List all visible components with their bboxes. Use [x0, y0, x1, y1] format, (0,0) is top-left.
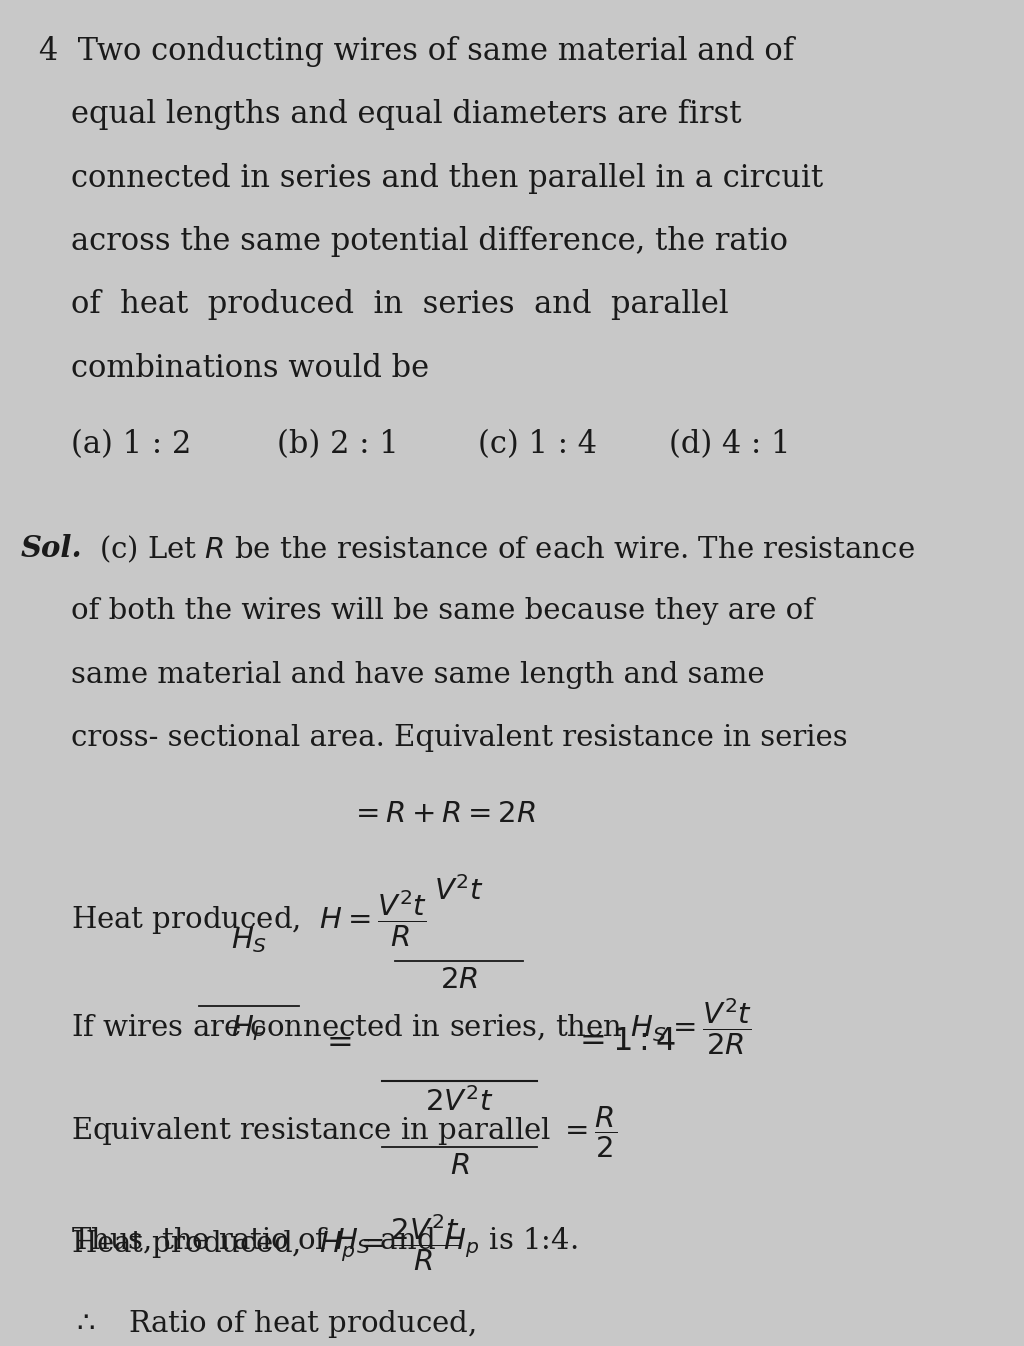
Text: Sol.: Sol.	[22, 534, 83, 563]
Text: $2V^2t$: $2V^2t$	[425, 1086, 494, 1117]
Text: $\therefore$   Ratio of heat produced,: $\therefore$ Ratio of heat produced,	[72, 1308, 476, 1339]
Text: Thus, the ratio of $H_S$ and $H_p$ is 1:4.: Thus, the ratio of $H_S$ and $H_p$ is 1:…	[72, 1225, 578, 1260]
Text: equal lengths and equal diameters are first: equal lengths and equal diameters are fi…	[72, 100, 741, 131]
Text: across the same potential difference, the ratio: across the same potential difference, th…	[72, 226, 788, 257]
Text: of both the wires will be same because they are of: of both the wires will be same because t…	[72, 598, 814, 626]
Text: $= 1 : 4$: $= 1 : 4$	[573, 1026, 677, 1057]
Text: $H_P$: $H_P$	[231, 1014, 267, 1043]
Text: (c) Let $R$ be the resistance of each wire. The resistance: (c) Let $R$ be the resistance of each wi…	[98, 534, 914, 565]
Text: Heat produced,  $H_p = \dfrac{2V^2t}{R}$: Heat produced, $H_p = \dfrac{2V^2t}{R}$	[72, 1213, 460, 1272]
Text: $= R + R = 2R$: $= R + R = 2R$	[350, 801, 536, 828]
Text: of  heat  produced  in  series  and  parallel: of heat produced in series and parallel	[72, 289, 729, 320]
Text: (d) 4 : 1: (d) 4 : 1	[670, 429, 791, 460]
Text: Equivalent resistance in parallel $= \dfrac{R}{2}$: Equivalent resistance in parallel $= \df…	[72, 1105, 617, 1160]
Text: (a) 1 : 2: (a) 1 : 2	[72, 429, 191, 460]
Text: Heat produced,  $H = \dfrac{V^2t}{R}$: Heat produced, $H = \dfrac{V^2t}{R}$	[72, 890, 427, 949]
Text: $=$: $=$	[321, 1026, 352, 1057]
Text: $R$: $R$	[450, 1152, 469, 1180]
Text: same material and have same length and same: same material and have same length and s…	[72, 661, 765, 689]
Text: 4  Two conducting wires of same material and of: 4 Two conducting wires of same material …	[39, 36, 795, 67]
Text: (b) 2 : 1: (b) 2 : 1	[276, 429, 398, 460]
Text: $V^2t$: $V^2t$	[434, 876, 484, 906]
Text: If wires are connected in series, then $H_S = \dfrac{V^2t}{2R}$: If wires are connected in series, then $…	[72, 997, 753, 1057]
Text: cross- sectional area. Equivalent resistance in series: cross- sectional area. Equivalent resist…	[72, 724, 848, 752]
Text: (c) 1 : 4: (c) 1 : 4	[477, 429, 597, 460]
Text: $H_S$: $H_S$	[231, 926, 267, 956]
Text: connected in series and then parallel in a circuit: connected in series and then parallel in…	[72, 163, 823, 194]
Text: $2R$: $2R$	[440, 966, 478, 995]
Text: combinations would be: combinations would be	[72, 353, 429, 384]
